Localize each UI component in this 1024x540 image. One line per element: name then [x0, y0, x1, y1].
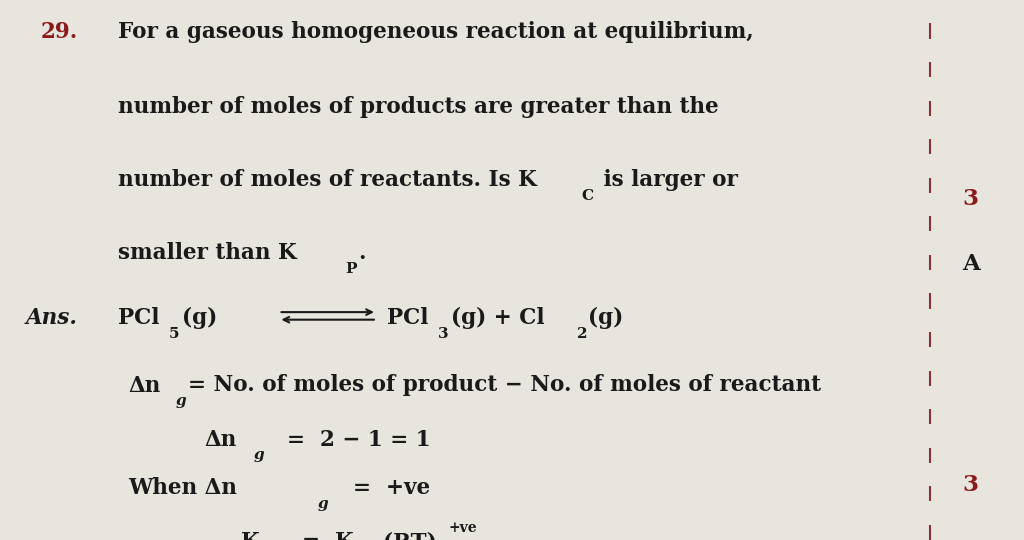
Text: K: K — [241, 531, 259, 540]
Text: = No. of moles of product − No. of moles of reactant: = No. of moles of product − No. of moles… — [188, 375, 821, 396]
Text: Δn: Δn — [128, 375, 160, 396]
Text: is larger or: is larger or — [596, 170, 738, 191]
Text: A: A — [963, 253, 980, 275]
Text: 3: 3 — [438, 327, 449, 341]
Text: 2: 2 — [577, 327, 587, 341]
Text: (g) + Cl: (g) + Cl — [451, 307, 544, 329]
Text: +ve: +ve — [449, 521, 477, 535]
Text: (RT): (RT) — [383, 531, 436, 540]
Text: (g): (g) — [588, 307, 623, 329]
Text: 5: 5 — [169, 327, 179, 341]
Text: g: g — [176, 394, 186, 408]
Text: (g): (g) — [182, 307, 217, 329]
Text: number of moles of reactants. Is K: number of moles of reactants. Is K — [118, 170, 537, 191]
Text: =  K: = K — [302, 531, 354, 540]
Text: 29.: 29. — [41, 21, 78, 43]
Text: number of moles of products are greater than the: number of moles of products are greater … — [118, 97, 719, 118]
Text: Ans.: Ans. — [26, 307, 78, 329]
Text: For a gaseous homogeneous reaction at equilibrium,: For a gaseous homogeneous reaction at eq… — [118, 21, 754, 43]
Text: PCl: PCl — [118, 307, 159, 329]
Text: =  +ve: = +ve — [353, 477, 430, 499]
Text: 3: 3 — [963, 475, 979, 496]
Text: .: . — [358, 242, 366, 264]
Text: smaller than K: smaller than K — [118, 242, 297, 264]
Text: PCl: PCl — [387, 307, 428, 329]
Text: Δn: Δn — [205, 429, 237, 450]
Text: P: P — [345, 262, 356, 276]
Text: =  2 − 1 = 1: = 2 − 1 = 1 — [287, 429, 430, 450]
Text: C: C — [582, 189, 594, 203]
Text: g: g — [317, 497, 328, 511]
Text: When Δn: When Δn — [128, 477, 237, 499]
Text: 3: 3 — [963, 188, 979, 210]
Text: g: g — [254, 448, 264, 462]
